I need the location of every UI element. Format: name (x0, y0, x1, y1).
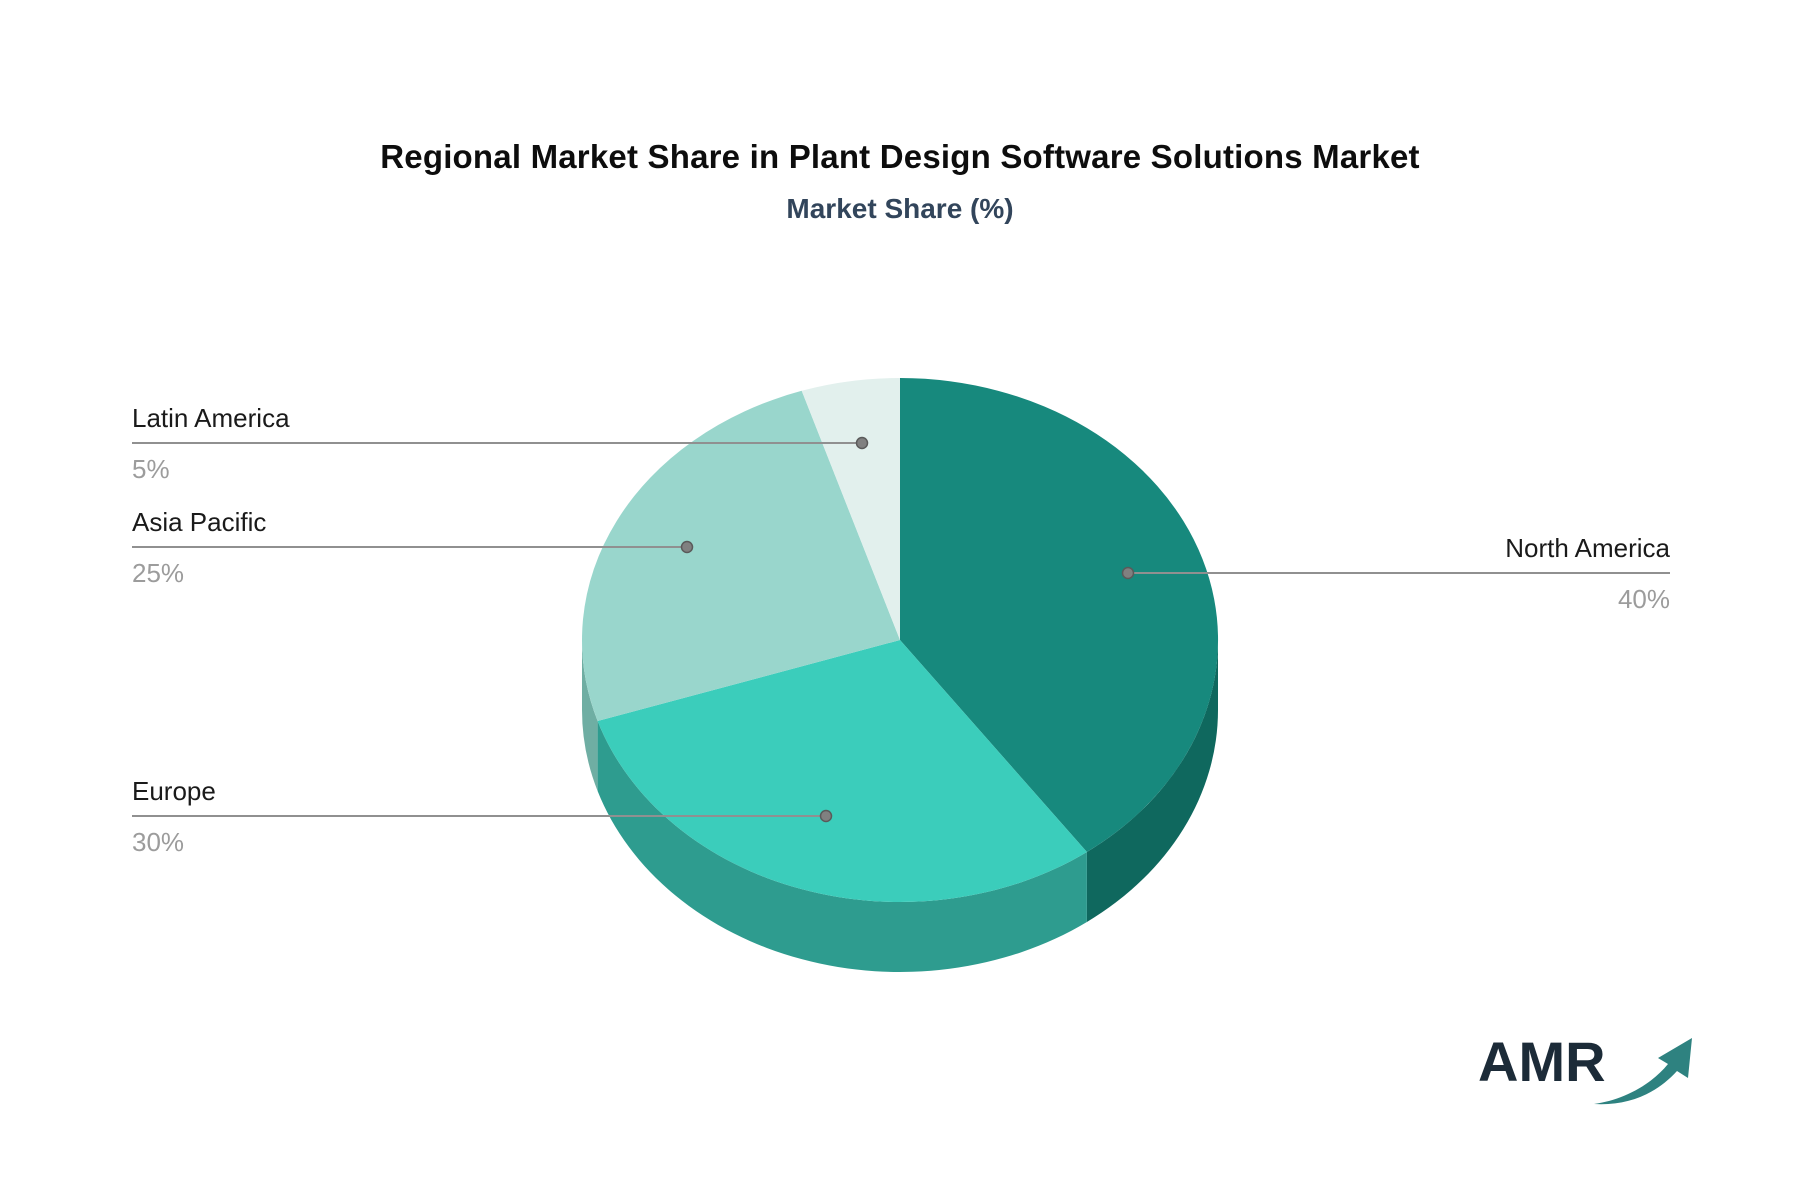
callout-pct-north-america: 40% (1617, 584, 1670, 614)
chart-subtitle: Market Share (%) (786, 193, 1014, 224)
callout-pct-europe: 30% (132, 827, 185, 857)
callout-pct-asia-pacific: 25% (132, 558, 185, 588)
amr-logo: AMR (1478, 1032, 1696, 1108)
callout-pct-latin-america: 5% (132, 454, 170, 484)
amr-logo-arrow-icon (1593, 1038, 1692, 1105)
callout-label-asia-pacific: Asia Pacific (132, 507, 267, 537)
callout-label-latin-america: Latin America (132, 403, 290, 433)
callout-label-europe: Europe (132, 776, 216, 806)
chart-title: Regional Market Share in Plant Design So… (380, 138, 1420, 175)
amr-logo-text: AMR (1478, 1030, 1606, 1093)
callout-label-north-america: North America (1505, 533, 1670, 563)
